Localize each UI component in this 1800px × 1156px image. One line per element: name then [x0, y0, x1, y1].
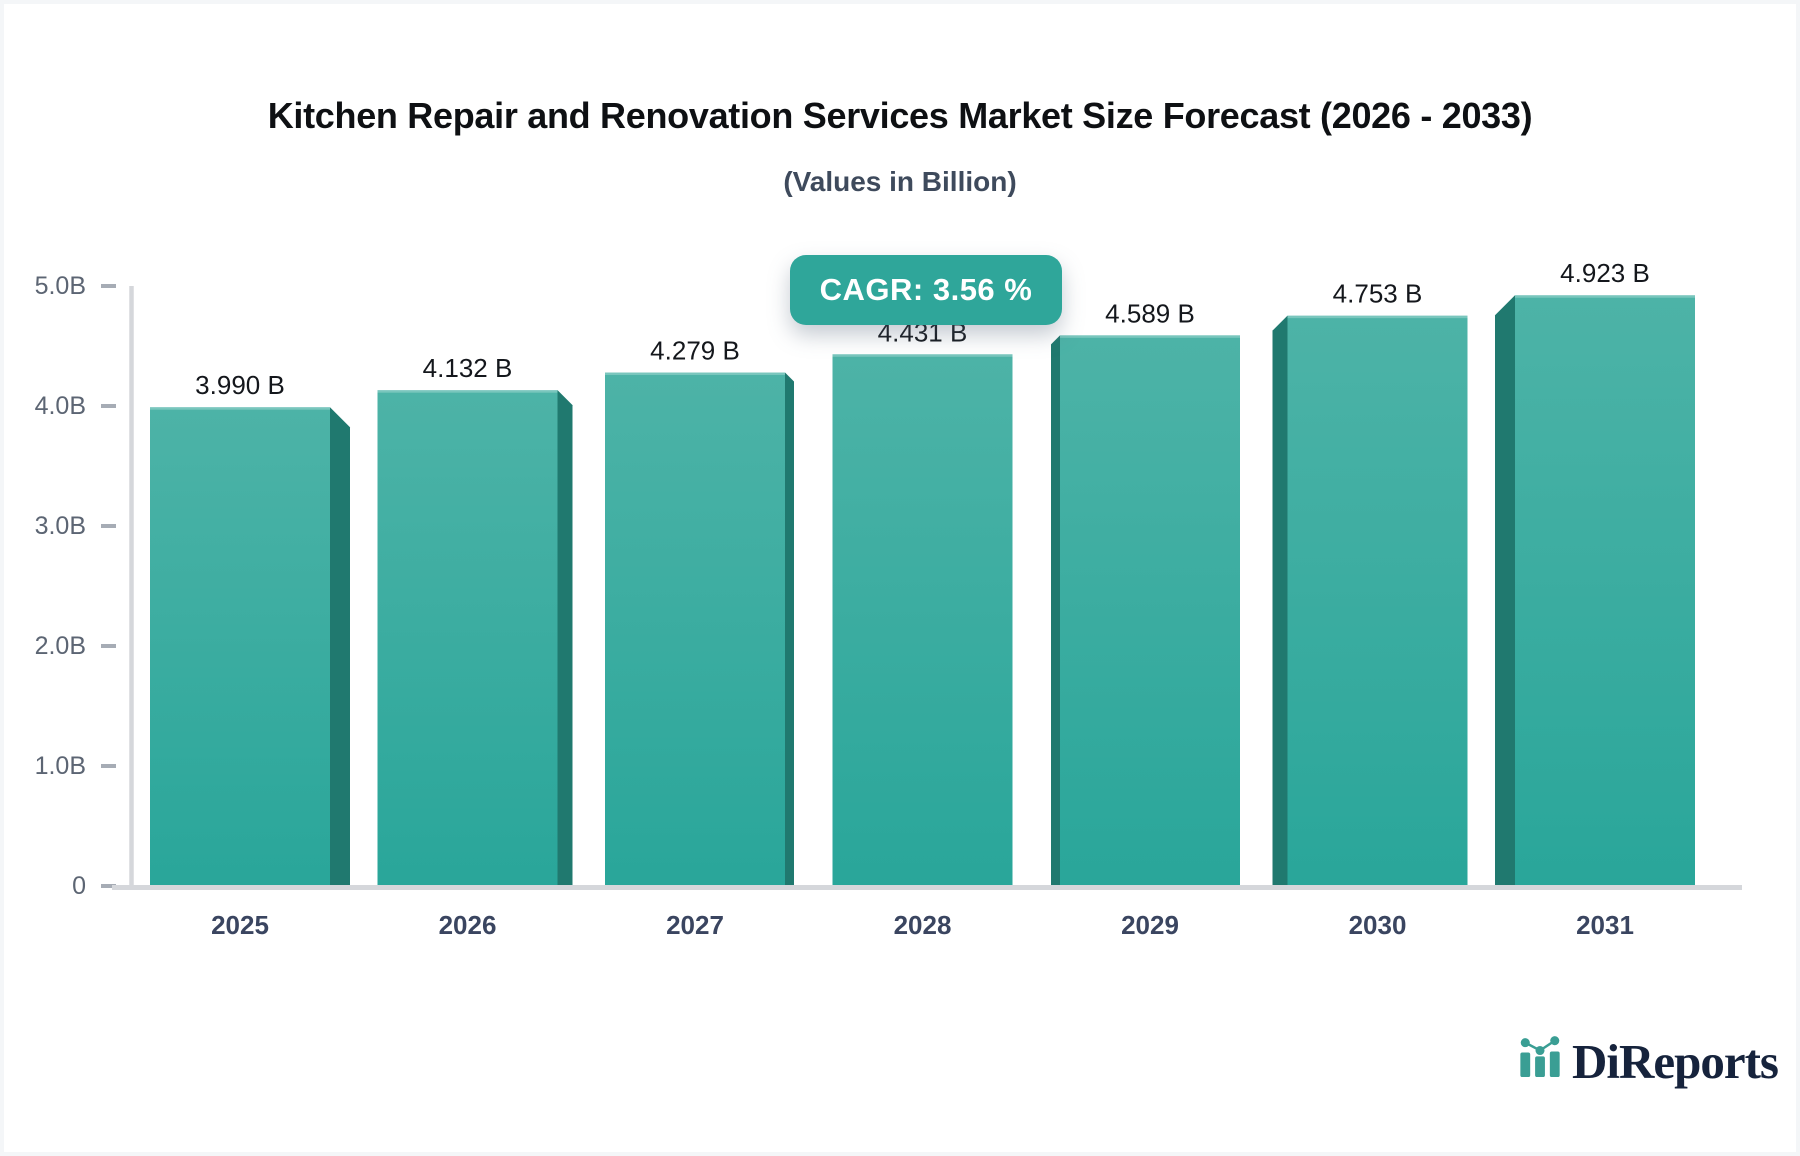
y-tick-label: 0	[72, 872, 86, 900]
bar-value-label: 4.589 B	[1105, 298, 1195, 328]
bar-face	[150, 407, 330, 886]
bar-top-highlight	[377, 390, 558, 393]
x-axis-label: 2026	[439, 910, 497, 940]
x-axis-label: 2029	[1121, 910, 1179, 940]
bar-side-face	[1495, 295, 1515, 886]
chart-subtitle: (Values in Billion)	[783, 166, 1017, 197]
bar-face	[377, 390, 558, 886]
bar-face	[1515, 295, 1695, 886]
bar-side-face	[557, 390, 573, 886]
direports-logo: DiReports	[1518, 1022, 1779, 1089]
bar-face	[832, 354, 1013, 886]
y-tick-label: 2.0B	[35, 632, 86, 660]
x-axis-label: 2030	[1349, 910, 1407, 940]
x-axis-label: 2027	[666, 910, 724, 940]
cagr-badge: CAGR: 3.56 %	[790, 255, 1062, 325]
y-tick-label: 4.0B	[35, 392, 86, 420]
chart-title: Kitchen Repair and Renovation Services M…	[267, 95, 1533, 136]
bar-top-highlight	[1060, 335, 1240, 338]
bar-top-highlight	[150, 407, 330, 410]
x-axis-label: 2031	[1576, 910, 1634, 940]
bar-side-face	[1272, 315, 1288, 886]
x-axis-label: 2025	[211, 910, 269, 940]
bar-value-label: 4.132 B	[423, 353, 513, 383]
bar-top-highlight	[1515, 295, 1695, 298]
bar-2028[interactable]	[832, 354, 1013, 886]
bar-value-label: 4.923 B	[1560, 258, 1650, 288]
bar-value-label: 4.753 B	[1333, 279, 1423, 309]
y-tick-label: 1.0B	[35, 752, 86, 780]
bar-side-face	[1051, 335, 1060, 886]
bar-2029[interactable]	[1051, 335, 1240, 886]
y-tick-label: 3.0B	[35, 512, 86, 540]
bar-2031[interactable]	[1495, 295, 1695, 886]
bar-side-face	[785, 372, 794, 886]
y-tick-label: 5.0B	[35, 272, 86, 300]
logo-text: DiReports	[1571, 1034, 1779, 1089]
bar-value-label: 4.279 B	[650, 336, 740, 366]
bar-top-highlight	[832, 354, 1013, 357]
bar-top-highlight	[605, 372, 785, 376]
bar-2026[interactable]	[377, 390, 573, 886]
bar-face	[1060, 335, 1240, 886]
cagr-label: CAGR: 3.56 %	[819, 272, 1033, 307]
bar-2030[interactable]	[1272, 315, 1468, 886]
bar-side-face	[330, 407, 350, 886]
x-axis-label: 2028	[894, 910, 952, 940]
bar-face	[605, 372, 785, 886]
bar-value-label: 3.990 B	[195, 370, 285, 400]
bar-2027[interactable]	[605, 372, 794, 886]
bar-line-chart-icon	[1520, 1036, 1560, 1078]
bar-top-highlight	[1287, 315, 1468, 319]
bar-2025[interactable]	[150, 407, 350, 886]
bar-face	[1287, 315, 1468, 886]
